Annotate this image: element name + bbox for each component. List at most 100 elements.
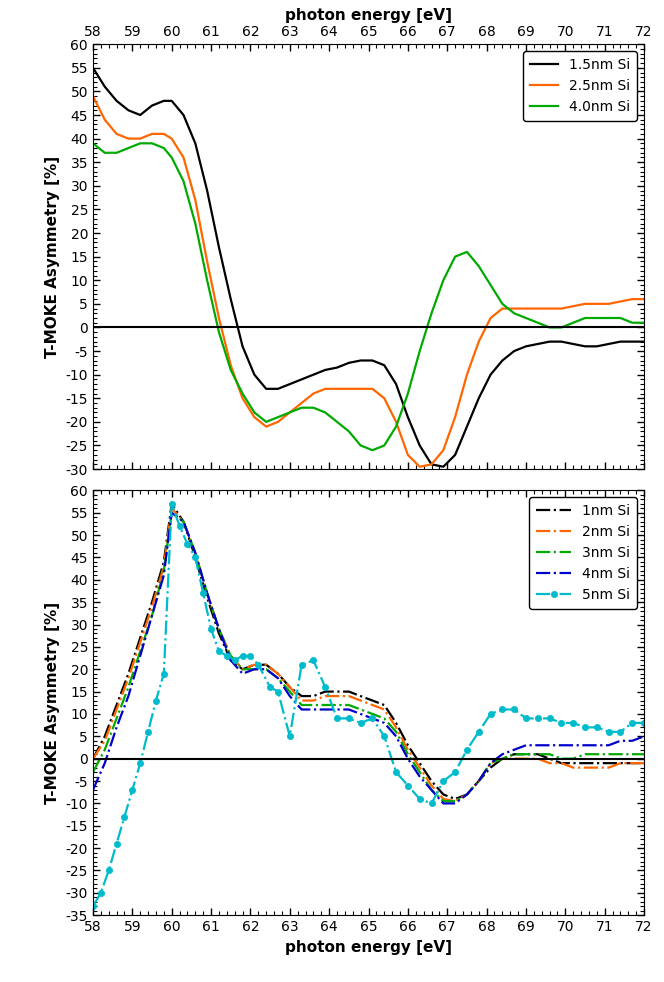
4.0nm Si	[215, 326, 223, 338]
3nm Si	[136, 645, 144, 657]
2nm Si	[546, 757, 554, 769]
3nm Si	[345, 699, 353, 711]
Y-axis label: T-MOKE Asymmetry [%]: T-MOKE Asymmetry [%]	[45, 602, 60, 804]
2.5nm Si	[534, 302, 542, 314]
4nm Si	[392, 731, 400, 742]
2nm Si	[428, 780, 436, 791]
1.5nm Si	[357, 355, 365, 366]
1.5nm Si	[89, 62, 97, 74]
2.5nm Si	[380, 393, 388, 405]
4.0nm Si	[463, 246, 471, 258]
3nm Si	[124, 682, 132, 693]
2nm Si	[250, 659, 258, 671]
2.5nm Si	[510, 302, 518, 314]
1nm Si	[581, 757, 589, 769]
2nm Si	[238, 663, 246, 675]
1.5nm Si	[238, 341, 246, 353]
4.0nm Si	[392, 420, 400, 432]
3nm Si	[238, 663, 246, 675]
2nm Si	[89, 753, 97, 765]
Line: 1nm Si: 1nm Si	[93, 504, 644, 799]
Line: 2nm Si: 2nm Si	[93, 509, 644, 801]
2.5nm Si	[238, 393, 246, 405]
4.0nm Si	[124, 142, 132, 154]
2.5nm Si	[440, 444, 448, 456]
2nm Si	[380, 703, 388, 715]
2nm Si	[569, 762, 577, 774]
1.5nm Si	[534, 338, 542, 350]
2.5nm Si	[321, 383, 329, 395]
4.0nm Si	[605, 312, 613, 324]
4nm Si	[605, 739, 613, 751]
1.5nm Si	[428, 459, 436, 470]
5nm Si	[89, 900, 97, 912]
1nm Si	[569, 757, 577, 769]
1nm Si	[297, 690, 305, 702]
2nm Si	[333, 690, 341, 702]
1nm Si	[640, 757, 648, 769]
1nm Si	[345, 685, 353, 697]
1.5nm Si	[345, 357, 353, 369]
4.0nm Si	[440, 274, 448, 286]
5nm Si	[254, 659, 262, 671]
3nm Si	[148, 610, 156, 622]
3nm Si	[546, 748, 554, 760]
2.5nm Si	[191, 194, 199, 206]
1nm Si	[357, 690, 365, 702]
3nm Si	[191, 547, 199, 559]
1.5nm Si	[113, 95, 121, 107]
3nm Si	[227, 650, 235, 662]
4.0nm Si	[286, 407, 293, 418]
2.5nm Si	[124, 133, 132, 144]
4nm Si	[113, 722, 121, 734]
2nm Si	[274, 668, 282, 680]
2.5nm Si	[345, 383, 353, 395]
2.5nm Si	[215, 312, 223, 324]
3nm Si	[380, 713, 388, 725]
2nm Si	[522, 753, 530, 765]
4.0nm Si	[357, 440, 365, 452]
1nm Si	[203, 592, 211, 604]
3nm Si	[404, 748, 412, 760]
3nm Si	[640, 748, 648, 760]
2.5nm Si	[499, 302, 507, 314]
1.5nm Si	[250, 369, 258, 381]
4nm Si	[89, 784, 97, 795]
2.5nm Si	[274, 416, 282, 428]
1.5nm Si	[616, 336, 624, 348]
1.5nm Si	[440, 461, 448, 472]
4.0nm Si	[148, 137, 156, 149]
2.5nm Si	[297, 397, 305, 409]
2nm Si	[558, 757, 566, 769]
Line: 5nm Si: 5nm Si	[90, 501, 647, 909]
4nm Si	[357, 708, 365, 720]
2.5nm Si	[428, 459, 436, 470]
1nm Si	[628, 757, 636, 769]
2nm Si	[534, 753, 542, 765]
3nm Si	[569, 753, 577, 765]
Line: 1.5nm Si: 1.5nm Si	[93, 68, 644, 466]
4.0nm Si	[475, 260, 483, 272]
2nm Si	[440, 793, 448, 805]
4nm Si	[345, 703, 353, 715]
4.0nm Si	[487, 279, 495, 291]
1nm Si	[250, 659, 258, 671]
1nm Si	[113, 699, 121, 711]
2.5nm Si	[581, 298, 589, 309]
2nm Si	[451, 795, 459, 807]
4nm Si	[487, 757, 495, 769]
4.0nm Si	[113, 147, 121, 159]
4nm Si	[136, 650, 144, 662]
1.5nm Si	[297, 373, 305, 385]
4.0nm Si	[191, 218, 199, 230]
2.5nm Si	[168, 133, 176, 144]
4nm Si	[451, 797, 459, 809]
1nm Si	[333, 685, 341, 697]
3nm Si	[392, 726, 400, 737]
1nm Si	[522, 748, 530, 760]
1nm Si	[101, 731, 109, 742]
1nm Si	[475, 775, 483, 787]
4nm Si	[297, 703, 305, 715]
1.5nm Si	[369, 355, 376, 366]
5nm Si	[199, 587, 207, 599]
